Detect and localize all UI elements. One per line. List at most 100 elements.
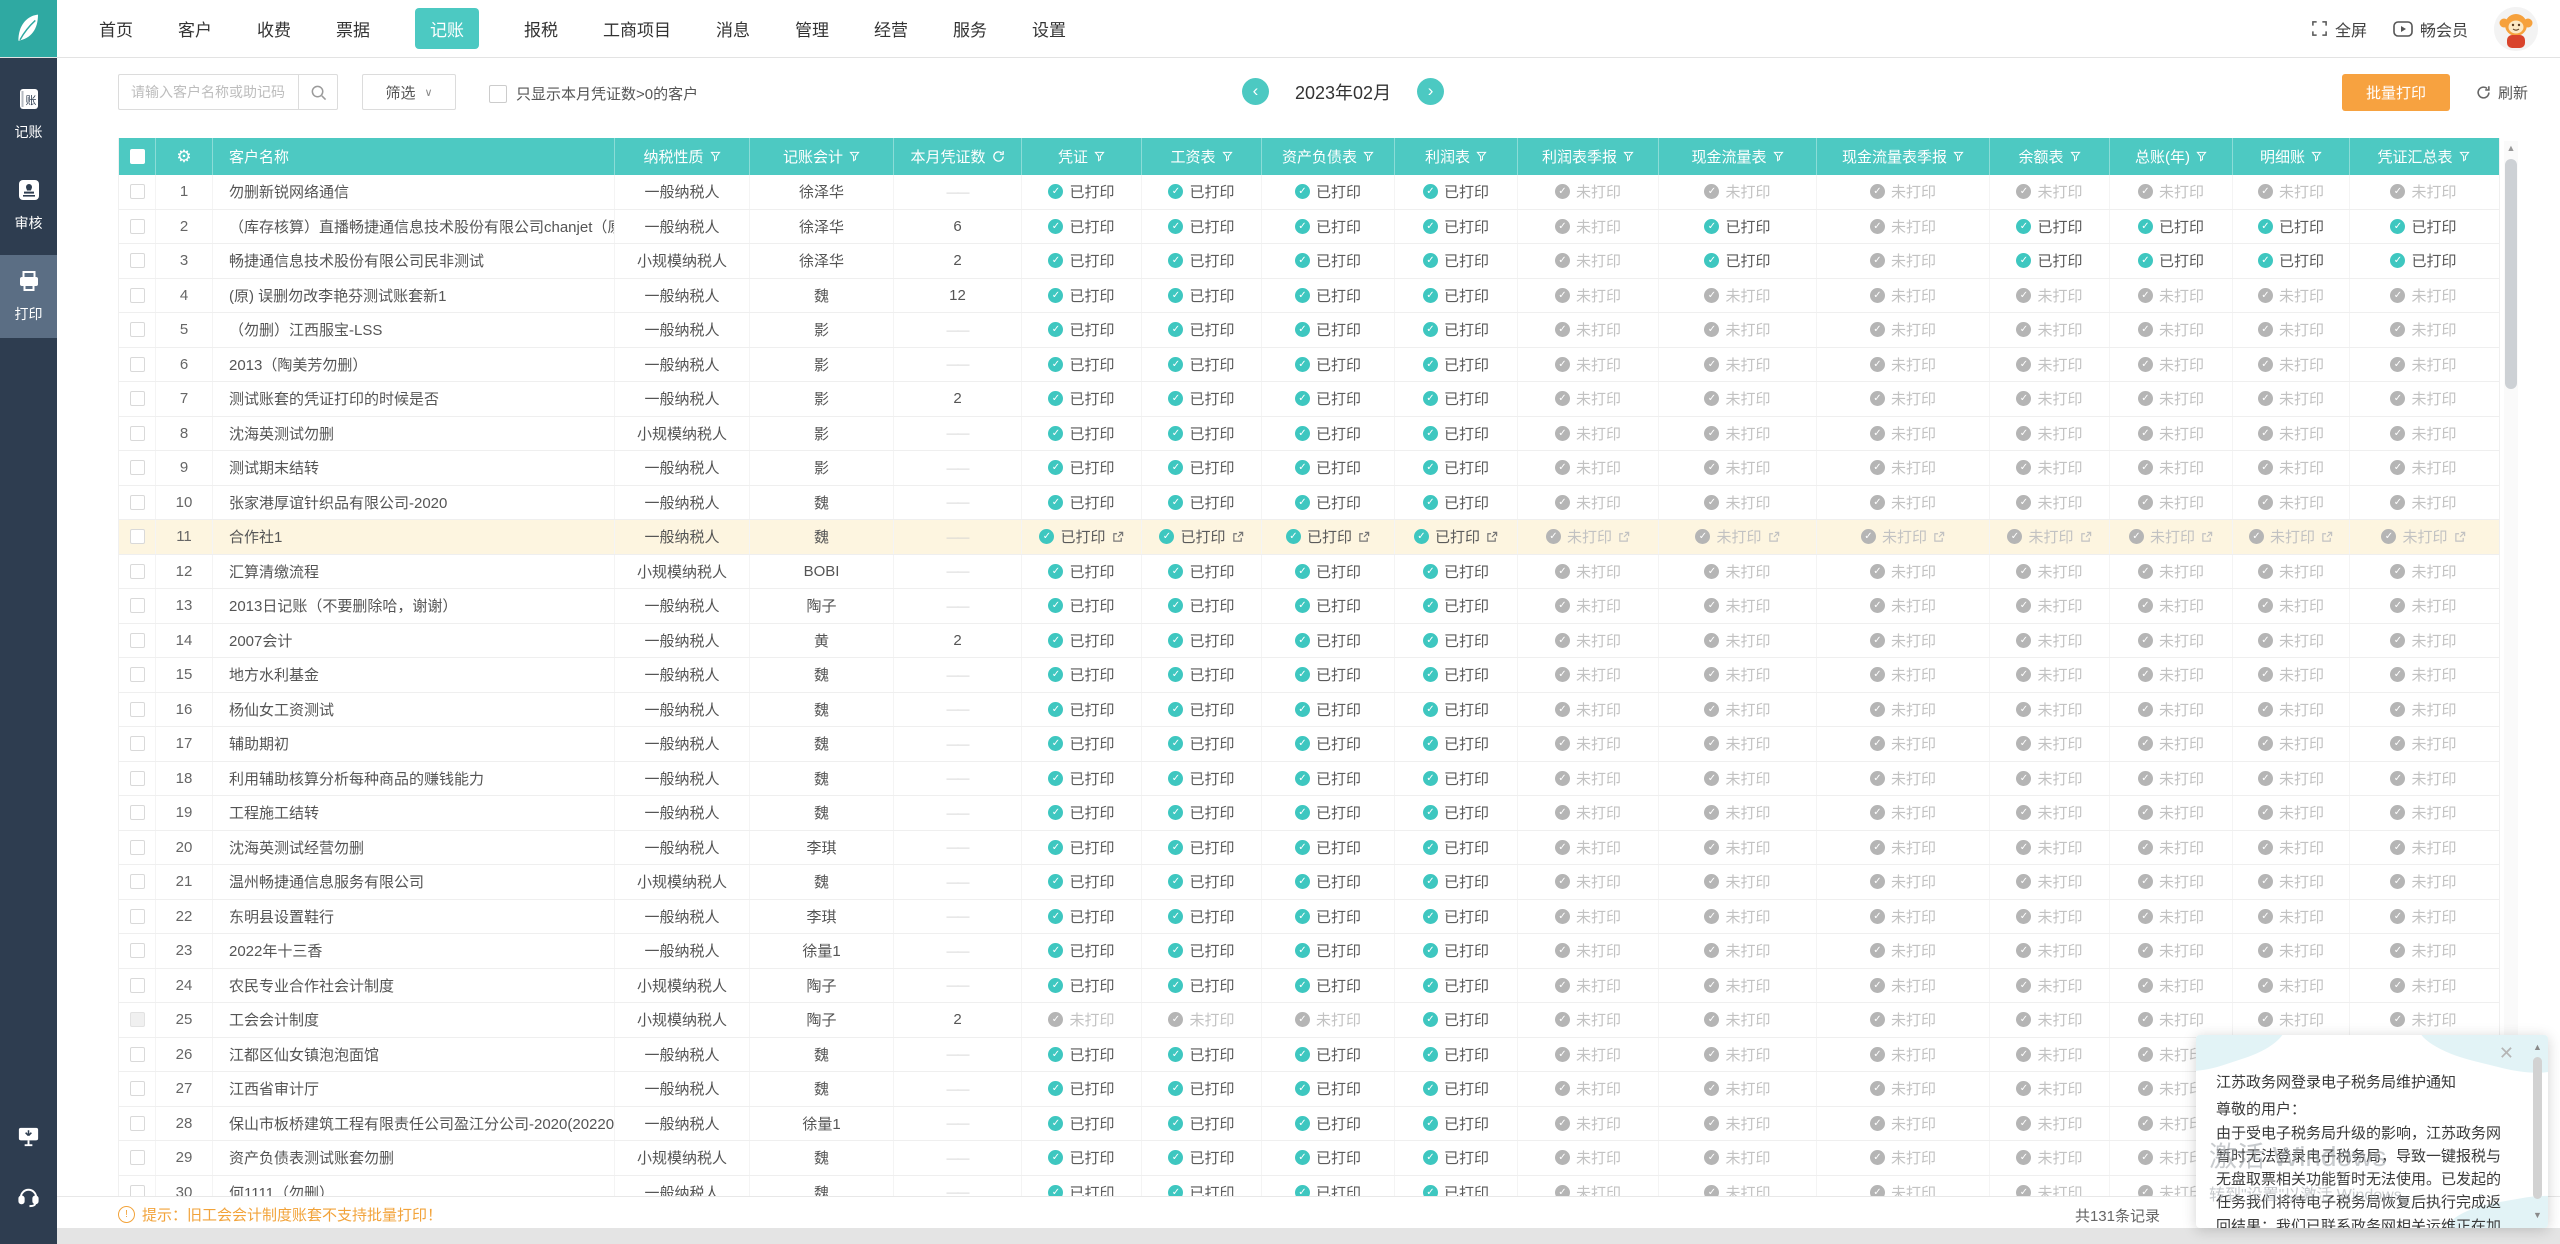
column-header[interactable]: 利润表 <box>1395 138 1518 175</box>
status-cell[interactable]: ✓已打印 <box>1395 830 1518 864</box>
status-cell[interactable]: ✓未打印 <box>2350 865 2497 899</box>
status-cell[interactable]: ✓已打印 <box>2233 209 2350 243</box>
status-cell[interactable]: ✓已打印 <box>1022 554 1142 588</box>
status-cell[interactable]: ✓未打印 <box>1990 1037 2110 1071</box>
status-cell[interactable]: ✓未打印 <box>1817 1037 1990 1071</box>
status-cell[interactable]: ✓未打印 <box>1817 1141 1990 1175</box>
status-cell[interactable]: ✓未打印 <box>1659 830 1817 864</box>
status-cell[interactable]: ✓已打印 <box>1262 727 1395 761</box>
status-cell[interactable]: ✓已打印 <box>1022 727 1142 761</box>
filter-button[interactable]: 筛选 ∨ <box>362 74 456 110</box>
status-cell[interactable]: ✓未打印 <box>1659 1106 1817 1140</box>
status-cell[interactable]: ✓未打印 <box>1659 796 1817 830</box>
row-checkbox[interactable] <box>129 356 145 372</box>
status-cell[interactable]: ✓未打印 <box>2110 554 2233 588</box>
status-cell[interactable]: ✓未打印 <box>2233 278 2350 312</box>
status-cell[interactable]: ✓已打印 <box>1262 830 1395 864</box>
status-cell[interactable]: ✓未打印 <box>2350 796 2497 830</box>
column-header[interactable]: 本月凭证数 <box>894 138 1022 175</box>
status-cell[interactable]: ✓未打印 <box>2350 1003 2497 1037</box>
status-cell[interactable]: ✓未打印 <box>1659 1037 1817 1071</box>
status-cell[interactable]: ✓未打印 <box>1659 865 1817 899</box>
status-cell[interactable]: ✓已打印 <box>1395 1141 1518 1175</box>
status-cell[interactable]: ✓未打印 <box>2110 589 2233 623</box>
status-cell[interactable]: ✓已打印 <box>1022 1141 1142 1175</box>
status-cell[interactable]: ✓已打印 <box>1262 451 1395 485</box>
status-cell[interactable]: ✓已打印 <box>1142 382 1262 416</box>
status-cell[interactable]: ✓未打印 <box>2110 865 2233 899</box>
status-cell[interactable]: ✓已打印 <box>1262 313 1395 347</box>
status-cell[interactable]: ✓已打印 <box>1142 278 1262 312</box>
status-cell[interactable]: ✓未打印 <box>1518 865 1659 899</box>
status-cell[interactable]: ✓未打印 <box>1990 278 2110 312</box>
status-cell[interactable]: ✓已打印 <box>1142 175 1262 209</box>
status-cell[interactable]: ✓未打印 <box>2233 382 2350 416</box>
status-cell[interactable]: ✓未打印 <box>1817 796 1990 830</box>
status-cell[interactable]: ✓未打印 <box>2350 382 2497 416</box>
status-cell[interactable]: ✓已打印 <box>1395 416 1518 450</box>
status-cell[interactable]: ✓未打印 <box>1518 1072 1659 1106</box>
status-cell[interactable]: ✓未打印 <box>1518 796 1659 830</box>
status-cell[interactable]: ✓未打印 <box>2233 175 2350 209</box>
status-cell[interactable]: ✓未打印 <box>1990 899 2110 933</box>
status-cell[interactable]: ✓已打印 <box>1142 209 1262 243</box>
status-cell[interactable]: ✓已打印 <box>1022 244 1142 278</box>
status-cell[interactable]: ✓未打印 <box>2110 451 2233 485</box>
row-checkbox[interactable] <box>129 184 145 200</box>
status-cell[interactable]: ✓未打印 <box>1990 1106 2110 1140</box>
row-checkbox[interactable] <box>129 494 145 510</box>
status-cell[interactable]: ✓未打印 <box>1990 727 2110 761</box>
status-cell[interactable]: ✓未打印 <box>1518 692 1659 726</box>
status-cell[interactable]: ✓未打印 <box>1659 1141 1817 1175</box>
status-cell[interactable]: ✓未打印 <box>1817 899 1990 933</box>
status-cell[interactable]: ✓未打印 <box>1817 485 1990 519</box>
status-cell[interactable]: ✓未打印 <box>1518 416 1659 450</box>
status-cell[interactable]: ✓未打印 <box>1990 554 2110 588</box>
status-cell[interactable]: ✓已打印 <box>1395 244 1518 278</box>
status-cell[interactable]: ✓未打印 <box>1518 968 1659 1002</box>
row-checkbox[interactable] <box>129 770 145 786</box>
status-cell[interactable]: ✓已打印 <box>1022 865 1142 899</box>
status-cell[interactable]: ✓未打印 <box>1659 485 1817 519</box>
status-cell[interactable]: ✓已打印 <box>1395 968 1518 1002</box>
row-checkbox[interactable] <box>129 1046 145 1062</box>
status-cell[interactable]: ✓已打印 <box>1395 727 1518 761</box>
status-cell[interactable]: ✓未打印 <box>1990 313 2110 347</box>
status-cell[interactable]: ✓未打印 <box>2233 485 2350 519</box>
status-cell[interactable]: ✓已打印 <box>1262 1106 1395 1140</box>
status-cell[interactable]: ✓未打印 <box>2233 623 2350 657</box>
row-checkbox[interactable] <box>129 839 145 855</box>
status-cell[interactable]: ✓已打印 <box>1142 244 1262 278</box>
status-cell[interactable]: ✓已打印 <box>1395 1037 1518 1071</box>
column-header[interactable]: 余额表 <box>1990 138 2110 175</box>
row-checkbox[interactable] <box>129 529 145 545</box>
status-cell[interactable]: ✓未打印 <box>1518 830 1659 864</box>
status-cell[interactable]: ✓未打印 <box>1817 382 1990 416</box>
status-cell[interactable]: ✓已打印 <box>1022 520 1142 554</box>
status-cell[interactable]: ✓已打印 <box>2350 210 2497 244</box>
status-cell[interactable]: ✓未打印 <box>1518 727 1659 761</box>
status-cell[interactable]: ✓已打印 <box>1395 520 1518 554</box>
row-checkbox[interactable] <box>129 218 145 234</box>
status-cell[interactable]: ✓已打印 <box>1022 313 1142 347</box>
status-cell[interactable]: ✓未打印 <box>2233 934 2350 968</box>
status-cell[interactable]: ✓已打印 <box>1395 347 1518 381</box>
nav-item[interactable]: 客户 <box>178 21 212 40</box>
status-cell[interactable]: ✓已打印 <box>1395 313 1518 347</box>
status-cell[interactable]: ✓未打印 <box>1817 865 1990 899</box>
column-header[interactable]: 凭证 <box>1022 138 1142 175</box>
status-cell[interactable]: ✓已打印 <box>1262 244 1395 278</box>
row-checkbox[interactable] <box>129 253 145 269</box>
status-cell[interactable]: ✓已打印 <box>1395 278 1518 312</box>
status-cell[interactable]: ✓已打印 <box>1262 554 1395 588</box>
column-header[interactable]: 工资表 <box>1142 138 1262 175</box>
status-cell[interactable]: ✓已打印 <box>1022 934 1142 968</box>
status-cell[interactable]: ✓已打印 <box>1022 175 1142 209</box>
status-cell[interactable]: ✓已打印 <box>1395 623 1518 657</box>
status-cell[interactable]: ✓未打印 <box>2233 899 2350 933</box>
status-cell[interactable]: ✓未打印 <box>2110 382 2233 416</box>
column-header[interactable]: 明细账 <box>2233 138 2350 175</box>
status-cell[interactable]: ✓已打印 <box>1142 485 1262 519</box>
row-checkbox[interactable] <box>129 563 145 579</box>
status-cell[interactable]: ✓未打印 <box>1518 1141 1659 1175</box>
